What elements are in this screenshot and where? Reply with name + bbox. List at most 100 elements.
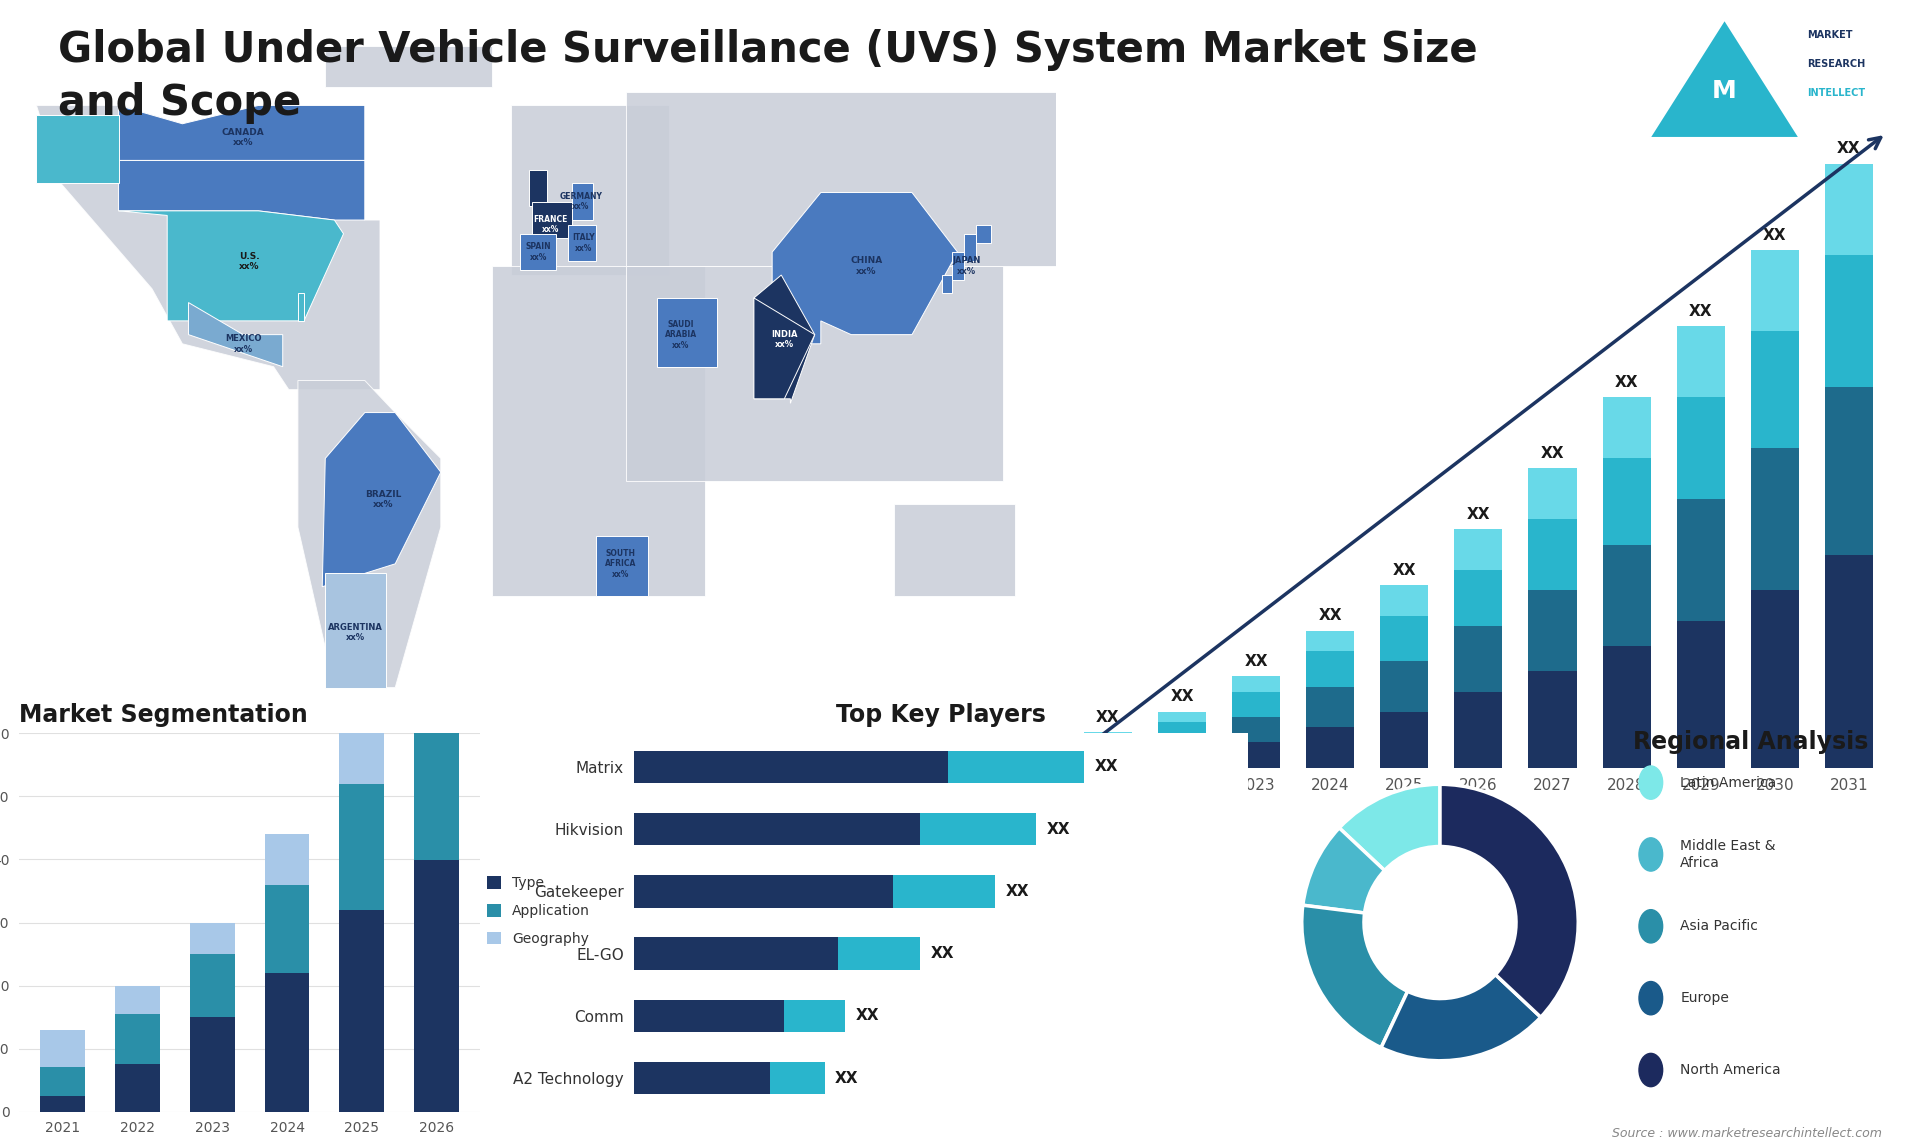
Text: XX: XX	[1837, 141, 1860, 156]
Circle shape	[1640, 1053, 1663, 1086]
Polygon shape	[975, 225, 991, 243]
Polygon shape	[298, 380, 442, 688]
Text: M: M	[1713, 79, 1738, 102]
Text: MEXICO
xx%: MEXICO xx%	[225, 335, 261, 353]
Polygon shape	[520, 234, 557, 270]
Bar	[190, 953, 234, 1018]
Text: Source : www.marketresearchintellect.com: Source : www.marketresearchintellect.com	[1611, 1128, 1882, 1140]
Bar	[190, 1018, 234, 1112]
Polygon shape	[772, 193, 958, 344]
Text: INTELLECT: INTELLECT	[1807, 88, 1866, 97]
Circle shape	[1640, 766, 1663, 799]
Bar	[839, 937, 920, 970]
Wedge shape	[1302, 905, 1407, 1047]
Polygon shape	[36, 105, 380, 390]
Text: XX: XX	[1467, 507, 1490, 521]
Polygon shape	[36, 115, 119, 183]
Polygon shape	[1649, 19, 1799, 138]
Polygon shape	[657, 298, 718, 367]
Text: XX: XX	[1615, 375, 1638, 390]
Bar	[1603, 646, 1651, 768]
Polygon shape	[119, 160, 365, 220]
Wedge shape	[1380, 974, 1540, 1061]
Text: XX: XX	[1319, 609, 1342, 623]
Text: XX: XX	[1690, 304, 1713, 319]
Bar	[40, 1029, 84, 1068]
Bar	[1306, 630, 1354, 651]
Bar	[1676, 499, 1724, 621]
Text: XX: XX	[1244, 654, 1267, 669]
Bar	[634, 813, 920, 846]
Bar	[1676, 398, 1724, 499]
Polygon shape	[528, 170, 547, 206]
Bar	[415, 860, 459, 1112]
Wedge shape	[1440, 784, 1578, 1018]
Legend: Type, Application, Geography: Type, Application, Geography	[488, 877, 589, 945]
Bar	[265, 973, 309, 1112]
Text: BRAZIL
xx%: BRAZIL xx%	[365, 490, 401, 509]
Bar	[1751, 331, 1799, 448]
Polygon shape	[323, 413, 442, 587]
Bar	[1380, 661, 1428, 712]
Bar	[265, 834, 309, 885]
Bar	[1676, 621, 1724, 768]
Polygon shape	[568, 225, 595, 261]
Bar	[634, 751, 948, 783]
Text: ARGENTINA
xx%: ARGENTINA xx%	[328, 623, 384, 642]
Text: Europe: Europe	[1680, 991, 1730, 1005]
Polygon shape	[893, 504, 1016, 596]
Text: Latin America: Latin America	[1680, 776, 1776, 790]
Polygon shape	[532, 202, 572, 238]
Text: XX: XX	[1046, 822, 1069, 837]
Bar	[1453, 529, 1503, 570]
Text: XX: XX	[835, 1070, 858, 1085]
Text: Global Under Vehicle Surveillance (UVS) System Market Size
and Scope: Global Under Vehicle Surveillance (UVS) …	[58, 29, 1476, 124]
Bar	[1453, 626, 1503, 692]
Text: XX: XX	[931, 947, 954, 961]
Bar	[1158, 722, 1206, 737]
Bar	[40, 1096, 84, 1112]
Text: U.S.
xx%: U.S. xx%	[238, 252, 259, 270]
Text: Market Segmentation: Market Segmentation	[19, 704, 307, 728]
Text: MARKET: MARKET	[1807, 30, 1853, 40]
Bar	[1528, 672, 1576, 768]
Polygon shape	[952, 252, 964, 280]
Bar	[1528, 519, 1576, 590]
Bar	[1603, 458, 1651, 544]
Bar	[634, 999, 783, 1033]
Text: GERMANY
xx%: GERMANY xx%	[559, 193, 603, 211]
Bar	[340, 784, 384, 910]
Bar	[893, 876, 995, 908]
Bar	[783, 999, 845, 1033]
Bar	[1083, 732, 1133, 737]
Polygon shape	[626, 92, 1094, 266]
Bar	[1528, 469, 1576, 519]
Circle shape	[1640, 838, 1663, 871]
Bar	[1158, 753, 1206, 768]
Polygon shape	[324, 46, 492, 87]
Bar	[1380, 712, 1428, 768]
Text: INDIA
xx%: INDIA xx%	[772, 330, 797, 348]
Text: FRANCE
xx%: FRANCE xx%	[534, 215, 568, 234]
Bar	[1306, 686, 1354, 728]
Bar	[634, 1062, 770, 1094]
Circle shape	[1640, 981, 1663, 1015]
Polygon shape	[324, 573, 386, 688]
Text: XX: XX	[1763, 228, 1788, 243]
Bar	[1751, 448, 1799, 590]
Bar	[190, 923, 234, 953]
Polygon shape	[188, 303, 282, 367]
Polygon shape	[943, 275, 952, 293]
Polygon shape	[298, 293, 303, 321]
Polygon shape	[755, 275, 814, 403]
Title: Regional Analysis: Regional Analysis	[1634, 730, 1868, 754]
Bar	[1824, 164, 1874, 256]
Text: RESEARCH: RESEARCH	[1807, 58, 1866, 69]
Bar	[1603, 544, 1651, 646]
Bar	[1380, 586, 1428, 615]
Bar	[115, 1014, 159, 1065]
Text: JAPAN
xx%: JAPAN xx%	[952, 257, 981, 275]
Polygon shape	[755, 298, 814, 399]
Text: XX: XX	[1094, 760, 1117, 775]
Bar	[1233, 717, 1281, 743]
